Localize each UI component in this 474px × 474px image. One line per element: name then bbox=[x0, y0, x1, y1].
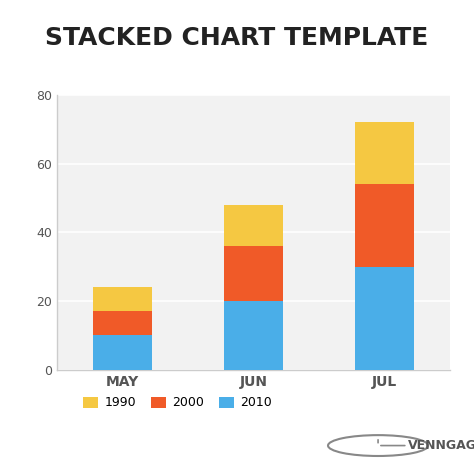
Legend: 1990, 2000, 2010: 1990, 2000, 2010 bbox=[78, 392, 277, 414]
Text: STACKED CHART TEMPLATE: STACKED CHART TEMPLATE bbox=[46, 27, 428, 50]
Bar bbox=[355, 266, 414, 370]
Text: VENNGAGE: VENNGAGE bbox=[408, 439, 474, 452]
Bar bbox=[93, 311, 152, 336]
Bar bbox=[224, 205, 283, 246]
Bar bbox=[224, 246, 283, 301]
Bar bbox=[355, 184, 414, 266]
Bar bbox=[93, 287, 152, 311]
Bar bbox=[355, 122, 414, 184]
Bar bbox=[224, 301, 283, 370]
Bar bbox=[93, 336, 152, 370]
